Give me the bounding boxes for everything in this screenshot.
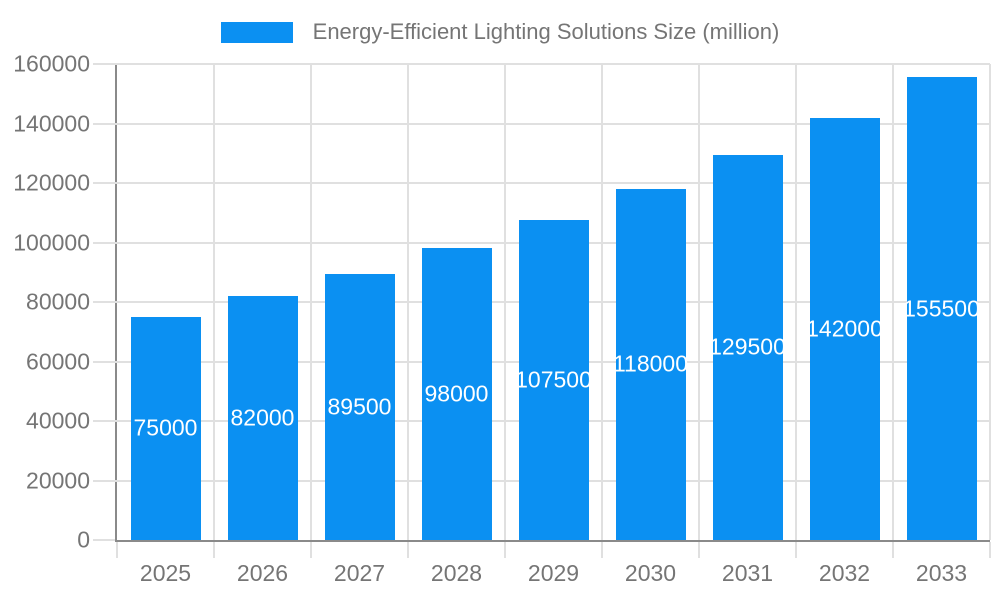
- x-tick: [310, 542, 312, 558]
- bar-value-label: 82000: [230, 404, 295, 431]
- plot-area: 0 20000 40000 60000 80000 100000 120000 140000 1…: [13, 51, 991, 586]
- x-gridline: [407, 64, 409, 540]
- x-axis-tick-label: 2028: [430, 560, 483, 586]
- x-gridline: [989, 64, 991, 540]
- x-tick: [213, 542, 215, 558]
- x-gridline: [601, 64, 603, 540]
- y-axis-tick-label: 40000: [26, 407, 90, 434]
- y-axis-tick-label: 0: [77, 526, 90, 553]
- bar-value-label: 118000: [612, 350, 689, 377]
- x-tick: [601, 542, 603, 558]
- bar-2033[interactable]: [906, 77, 977, 540]
- x-tick: [892, 542, 894, 558]
- legend-swatch[interactable]: [220, 21, 293, 43]
- x-axis-tick-label: 2029: [527, 560, 580, 586]
- x-gridline: [892, 64, 894, 540]
- x-gridline: [795, 64, 797, 540]
- x-gridline: [698, 64, 700, 540]
- bar-value-label: 142000: [806, 315, 883, 342]
- bar-2025[interactable]: [130, 316, 201, 540]
- legend-label: Energy-Efficient Lighting Solutions Size…: [312, 19, 780, 44]
- bar-2028[interactable]: [421, 248, 492, 540]
- x-axis-tick-label: 2031: [721, 560, 774, 586]
- x-gridline: [504, 64, 506, 540]
- bar-2029[interactable]: [518, 220, 589, 540]
- bar-value-label: 107500: [515, 366, 592, 393]
- bar-value-label: 89500: [327, 393, 392, 420]
- y-gridline: [93, 63, 990, 65]
- bar-2031[interactable]: [712, 154, 783, 540]
- y-axis-tick-label: 20000: [26, 467, 90, 493]
- x-tick: [407, 542, 409, 558]
- x-axis-tick-label: 2025: [139, 560, 192, 586]
- x-axis-tick-label: 2030: [624, 560, 677, 586]
- x-axis-tick-label: 2033: [915, 560, 968, 586]
- x-axis-tick-label: 2032: [818, 560, 871, 586]
- x-tick: [116, 542, 118, 558]
- y-axis-tick-label: 60000: [26, 348, 90, 374]
- x-axis-tick-label: 2026: [236, 560, 289, 586]
- y-axis-tick-label: 80000: [26, 288, 90, 315]
- legend: Energy-Efficient Lighting Solutions Size…: [0, 11, 1000, 53]
- bar-value-label: 155500: [903, 295, 980, 322]
- y-gridline: [93, 182, 990, 184]
- x-tick: [989, 542, 991, 558]
- y-axis-tick-label: 140000: [13, 110, 90, 136]
- x-gridline: [213, 64, 215, 540]
- x-tick: [795, 542, 797, 558]
- bar-2026[interactable]: [227, 296, 298, 540]
- y-axis-tick-label: 100000: [13, 229, 90, 255]
- x-gridline: [310, 64, 312, 540]
- x-axis-tick-label: 2027: [333, 560, 386, 586]
- x-tick: [504, 542, 506, 558]
- y-axis-tick-label: 120000: [13, 169, 90, 196]
- bar-value-label: 129500: [709, 333, 786, 360]
- bar-2027[interactable]: [324, 273, 395, 540]
- y-gridline: [93, 122, 990, 125]
- y-axis-tick-label: 160000: [13, 50, 90, 77]
- bar-2032[interactable]: [809, 117, 880, 540]
- y-tick: [93, 539, 115, 541]
- x-tick: [698, 542, 700, 558]
- bar-2030[interactable]: [615, 188, 686, 540]
- bar-value-label: 98000: [424, 380, 489, 407]
- bar-value-label: 75000: [133, 414, 198, 441]
